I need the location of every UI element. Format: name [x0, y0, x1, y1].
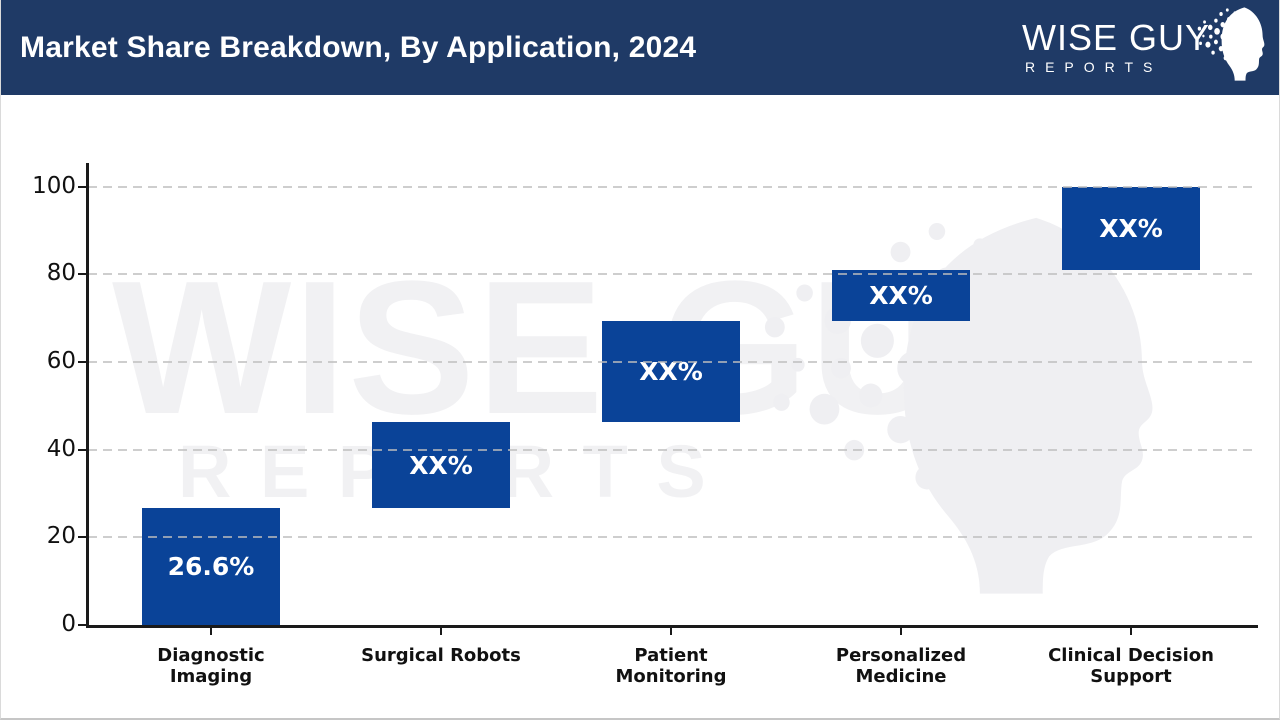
- chart-plot: WISE GUY R E P O R T S 02040608010026.6%…: [0, 95, 1280, 720]
- logo-line2: REPORTS: [1024, 59, 1163, 75]
- y-tick-mark: [78, 624, 88, 626]
- bar: XX%: [372, 421, 510, 509]
- y-tick-label: 20: [46, 523, 76, 550]
- y-tick-label: 40: [46, 435, 76, 462]
- x-category-label: Patient Monitoring: [615, 645, 727, 687]
- x-axis-line: [86, 625, 1258, 628]
- y-tick-mark: [78, 361, 88, 364]
- logo-wordmark: WISE GUY REPORTS: [1021, 17, 1210, 76]
- x-category-label: Personalized Medicine: [835, 645, 967, 687]
- gridline: [88, 536, 1258, 539]
- y-tick-label: 100: [32, 172, 76, 199]
- gridline: [88, 448, 1258, 451]
- y-tick-mark: [78, 273, 88, 276]
- x-tick-mark: [900, 627, 902, 635]
- x-category-label: Surgical Robots: [361, 645, 521, 666]
- y-axis-line: [86, 163, 89, 627]
- x-tick-mark: [1130, 627, 1132, 635]
- gridline: [88, 361, 1258, 364]
- x-category-label: Clinical Decision Support: [1048, 645, 1214, 687]
- header-bar: Market Share Breakdown, By Application, …: [0, 0, 1280, 95]
- x-tick-mark: [440, 627, 442, 635]
- y-tick-mark: [78, 448, 88, 451]
- y-tick-label: 0: [61, 611, 76, 637]
- bar: 26.6%: [142, 508, 280, 625]
- y-tick-mark: [78, 536, 88, 539]
- x-tick-mark: [210, 627, 212, 635]
- gridline: [88, 273, 1258, 276]
- page-title: Market Share Breakdown, By Application, …: [20, 30, 697, 64]
- bar: XX%: [832, 269, 970, 322]
- y-tick-mark: [78, 185, 88, 188]
- bar-value-label: 26.6%: [167, 552, 255, 582]
- bar-value-label: XX%: [869, 281, 933, 311]
- logo-line1: WISE GUY: [1021, 17, 1210, 58]
- wiseguy-head-icon: [1196, 6, 1270, 90]
- bar: XX%: [602, 321, 740, 422]
- brand-logo: WISE GUY REPORTS: [1022, 6, 1280, 90]
- gridline: [88, 185, 1258, 188]
- x-category-label: Diagnostic Imaging: [157, 645, 265, 687]
- bar: XX%: [1062, 186, 1200, 270]
- y-tick-label: 80: [46, 260, 76, 287]
- bar-value-label: XX%: [1099, 213, 1163, 243]
- bar-value-label: XX%: [409, 450, 473, 480]
- x-tick-mark: [670, 627, 672, 635]
- y-tick-label: 60: [46, 348, 76, 375]
